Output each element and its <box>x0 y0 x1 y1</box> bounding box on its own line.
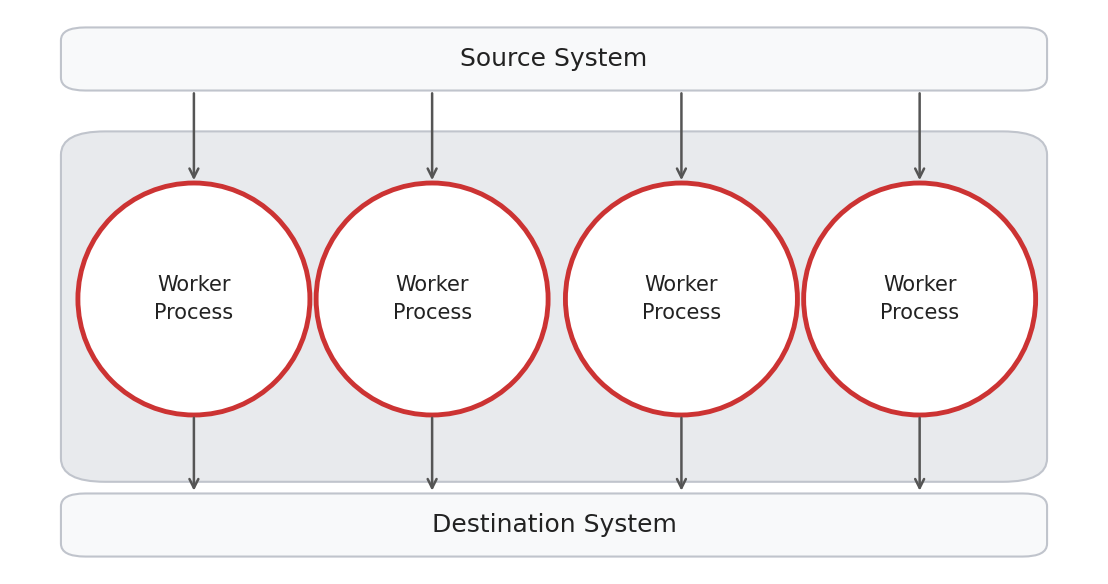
Text: Worker
Process: Worker Process <box>154 275 234 323</box>
FancyBboxPatch shape <box>61 131 1047 482</box>
Ellipse shape <box>78 183 310 415</box>
FancyBboxPatch shape <box>61 493 1047 557</box>
Ellipse shape <box>565 183 798 415</box>
Text: Worker
Process: Worker Process <box>642 275 721 323</box>
Text: Worker
Process: Worker Process <box>392 275 472 323</box>
Text: Destination System: Destination System <box>431 513 677 537</box>
Ellipse shape <box>803 183 1036 415</box>
Text: Source System: Source System <box>461 47 647 71</box>
FancyBboxPatch shape <box>61 27 1047 91</box>
Text: Worker
Process: Worker Process <box>880 275 960 323</box>
Ellipse shape <box>316 183 548 415</box>
